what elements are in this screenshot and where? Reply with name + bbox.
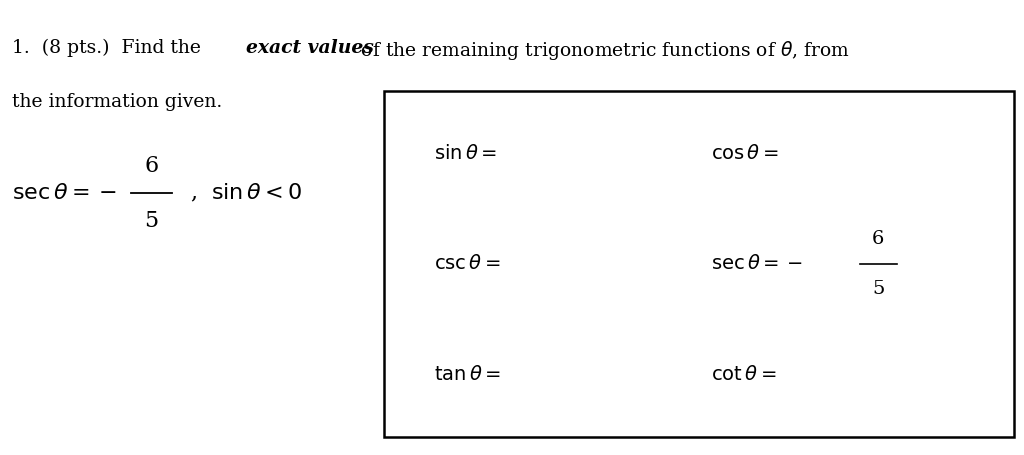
Point	[891, 261, 903, 267]
Point	[125, 191, 137, 196]
Text: $\mathrm{csc}\,\theta =$: $\mathrm{csc}\,\theta =$	[434, 254, 502, 273]
Text: 1.  (8 pts.)  Find the: 1. (8 pts.) Find the	[12, 39, 207, 57]
Text: of the remaining trigonometric functions of $\theta$, from: of the remaining trigonometric functions…	[355, 39, 850, 62]
Text: 6: 6	[872, 230, 885, 248]
Text: $\mathrm{cot}\,\theta =$: $\mathrm{cot}\,\theta =$	[712, 365, 777, 384]
Text: 5: 5	[144, 210, 159, 232]
Point	[166, 191, 178, 196]
Text: $\mathrm{sin}\,\theta =$: $\mathrm{sin}\,\theta =$	[434, 144, 498, 163]
Text: $\mathrm{sec}\,\theta = -$: $\mathrm{sec}\,\theta = -$	[712, 254, 804, 273]
Text: exact values: exact values	[246, 39, 374, 57]
Text: 5: 5	[872, 280, 885, 298]
Text: $\mathrm{tan}\,\theta =$: $\mathrm{tan}\,\theta =$	[434, 365, 502, 384]
Bar	[384, 91, 1014, 437]
Text: ,  $\mathrm{sin}\,\theta < 0$: , $\mathrm{sin}\,\theta < 0$	[190, 182, 303, 204]
Text: $\mathrm{cos}\,\theta =$: $\mathrm{cos}\,\theta =$	[712, 144, 779, 163]
Text: the information given.: the information given.	[12, 93, 222, 111]
Text: 6: 6	[144, 155, 159, 177]
Text: $\mathrm{sec}\,\theta = -$: $\mathrm{sec}\,\theta = -$	[12, 183, 117, 203]
Point	[854, 261, 866, 267]
